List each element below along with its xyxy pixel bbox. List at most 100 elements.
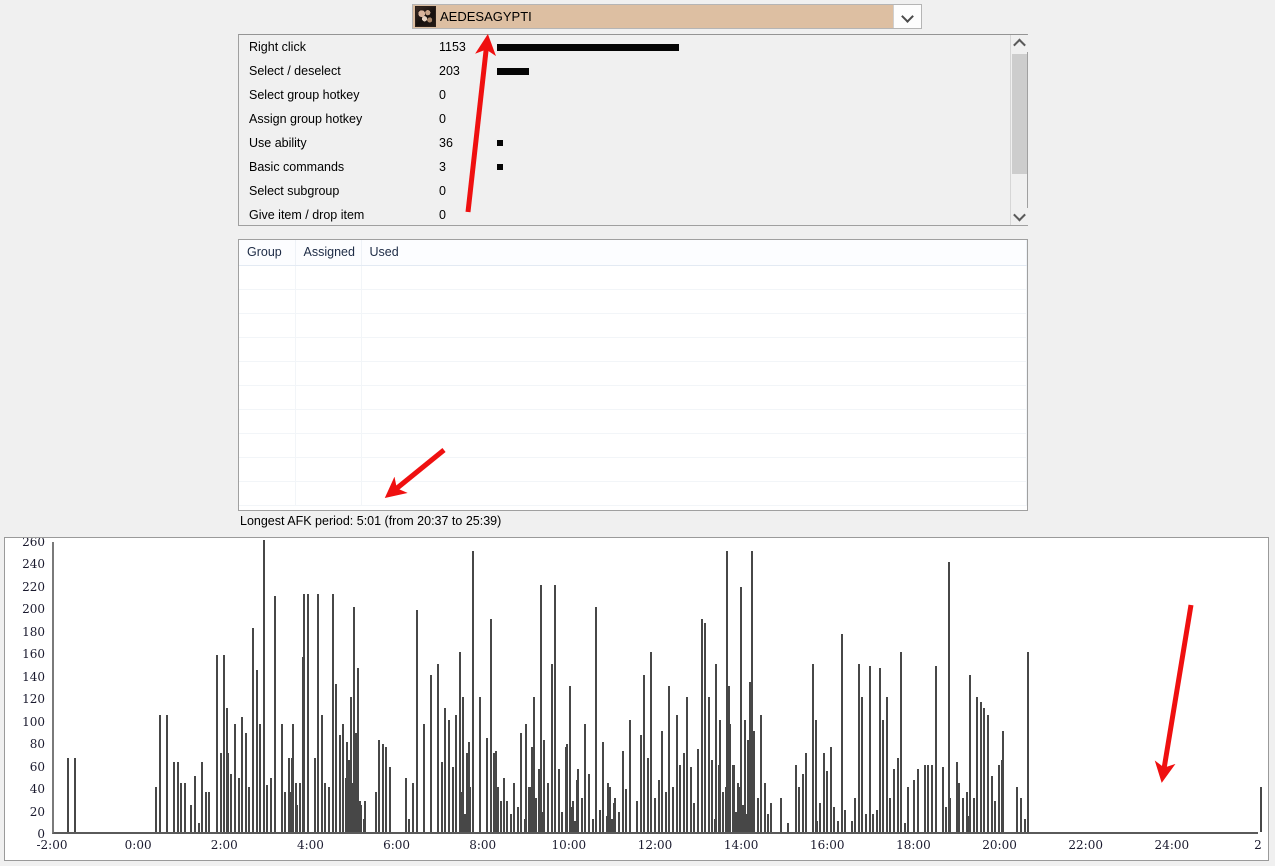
chart-bar [622, 751, 624, 832]
chart-bar [1024, 818, 1026, 832]
table-cell [295, 433, 362, 458]
action-label: Select group hotkey [249, 88, 360, 102]
table-cell [361, 361, 1027, 386]
chart-bar [241, 717, 243, 832]
chart-bar [1027, 652, 1029, 832]
chart-bar [292, 724, 294, 832]
table-row[interactable] [239, 433, 1027, 458]
chart-bar [718, 764, 720, 832]
chart-y-tick-label: 240 [22, 557, 45, 572]
action-row[interactable]: Select / deselect 203 [239, 59, 1027, 83]
actions-scrollbar[interactable] [1010, 35, 1028, 225]
action-count: 203 [439, 64, 460, 78]
chart-bar [378, 739, 380, 832]
chart-bar [284, 791, 286, 832]
chart-bar [441, 762, 443, 832]
longest-afk-label: Longest AFK period: 5:01 (from 20:37 to … [240, 514, 502, 528]
chart-y-tick-label: 160 [22, 647, 45, 662]
groups-table-column-header[interactable]: Used [361, 240, 1027, 266]
action-row[interactable]: Use ability 36 [239, 131, 1027, 155]
chart-bar [625, 789, 627, 832]
chart-bar [966, 791, 968, 832]
table-cell [239, 313, 296, 338]
table-row[interactable] [239, 289, 1027, 314]
table-row[interactable] [239, 481, 1027, 506]
chart-bar [472, 551, 474, 832]
groups-table-column-header[interactable]: Assigned [295, 240, 362, 266]
actions-per-time-chart-panel[interactable]: 260 240 220 200 180 160 140 120 100 80 60 40 20 0 -2:… [4, 537, 1269, 861]
action-count: 0 [439, 208, 446, 222]
chart-bar [735, 811, 737, 832]
chart-bar [837, 820, 839, 832]
groups-table-panel[interactable]: Group Assigned Used [238, 239, 1028, 511]
chart-bar [987, 715, 989, 832]
chevron-up-icon[interactable] [1011, 35, 1028, 52]
chart-bar [459, 652, 461, 832]
chart-x-tick-label: 22:00 [1068, 838, 1103, 852]
action-row[interactable]: Select group hotkey 0 [239, 83, 1027, 107]
chart-bar [650, 652, 652, 832]
scrollbar-thumb[interactable] [1012, 54, 1027, 174]
chart-bar [462, 697, 464, 832]
chart-bar [184, 782, 186, 832]
chart-bar [690, 766, 692, 832]
chart-bar [490, 618, 492, 832]
chart-x-tick-label: 18:00 [896, 838, 931, 852]
chart-bar [679, 764, 681, 832]
chart-bar [274, 596, 276, 832]
chart-bar [468, 742, 470, 832]
chart-bar [216, 654, 218, 832]
chart-bar [798, 787, 800, 832]
chart-bar [725, 787, 727, 832]
table-cell [361, 481, 1027, 506]
chevron-down-icon[interactable] [893, 5, 921, 28]
chart-bar [314, 757, 316, 832]
action-bar [497, 43, 679, 51]
action-row[interactable]: Basic commands 3 [239, 155, 1027, 179]
actions-list-panel[interactable]: Right click 1153 Select / deselect 203 Selec… [238, 34, 1028, 226]
chart-y-tick-label: 60 [29, 759, 45, 774]
chart-bar [350, 697, 352, 832]
chevron-down-icon[interactable] [1011, 208, 1028, 225]
table-row[interactable] [239, 313, 1027, 338]
chart-bar [479, 697, 481, 832]
chart-bar [570, 807, 572, 832]
action-row[interactable]: Give item / drop item 0 [239, 203, 1027, 227]
chart-bar [872, 814, 874, 832]
table-cell [295, 409, 362, 434]
chart-bar [248, 787, 250, 832]
action-row[interactable]: Select subgroup 0 [239, 179, 1027, 203]
chart-bar [969, 674, 971, 832]
action-label: Basic commands [249, 160, 345, 174]
player-select-combo[interactable]: AEDESAGYPTI [412, 4, 922, 29]
chart-bar [949, 798, 951, 832]
chart-bar [510, 814, 512, 832]
chart-bar [230, 805, 232, 832]
action-row[interactable]: Right click 1153 [239, 35, 1027, 59]
chart-bar [500, 800, 502, 832]
chart-bar [595, 607, 597, 832]
table-row[interactable] [239, 385, 1027, 410]
chart-bar [994, 800, 996, 832]
table-row[interactable] [239, 409, 1027, 434]
table-row[interactable] [239, 361, 1027, 386]
table-cell [295, 385, 362, 410]
chart-bar [1020, 798, 1022, 832]
chart-bar [931, 764, 933, 832]
chart-bar [566, 744, 568, 832]
chart-bar [352, 782, 354, 832]
chart-bar [547, 782, 549, 832]
chart-bar [339, 735, 341, 832]
chart-bar [647, 757, 649, 832]
chart-bar [973, 798, 975, 832]
table-row[interactable] [239, 265, 1027, 290]
table-row[interactable] [239, 457, 1027, 482]
chart-bar [205, 791, 207, 832]
chart-bar [629, 719, 631, 832]
table-cell [239, 433, 296, 458]
groups-table-column-header[interactable]: Group [239, 240, 296, 266]
action-row[interactable]: Assign group hotkey 0 [239, 107, 1027, 131]
table-cell [361, 409, 1027, 434]
table-row[interactable] [239, 337, 1027, 362]
chart-bar [998, 764, 1000, 832]
